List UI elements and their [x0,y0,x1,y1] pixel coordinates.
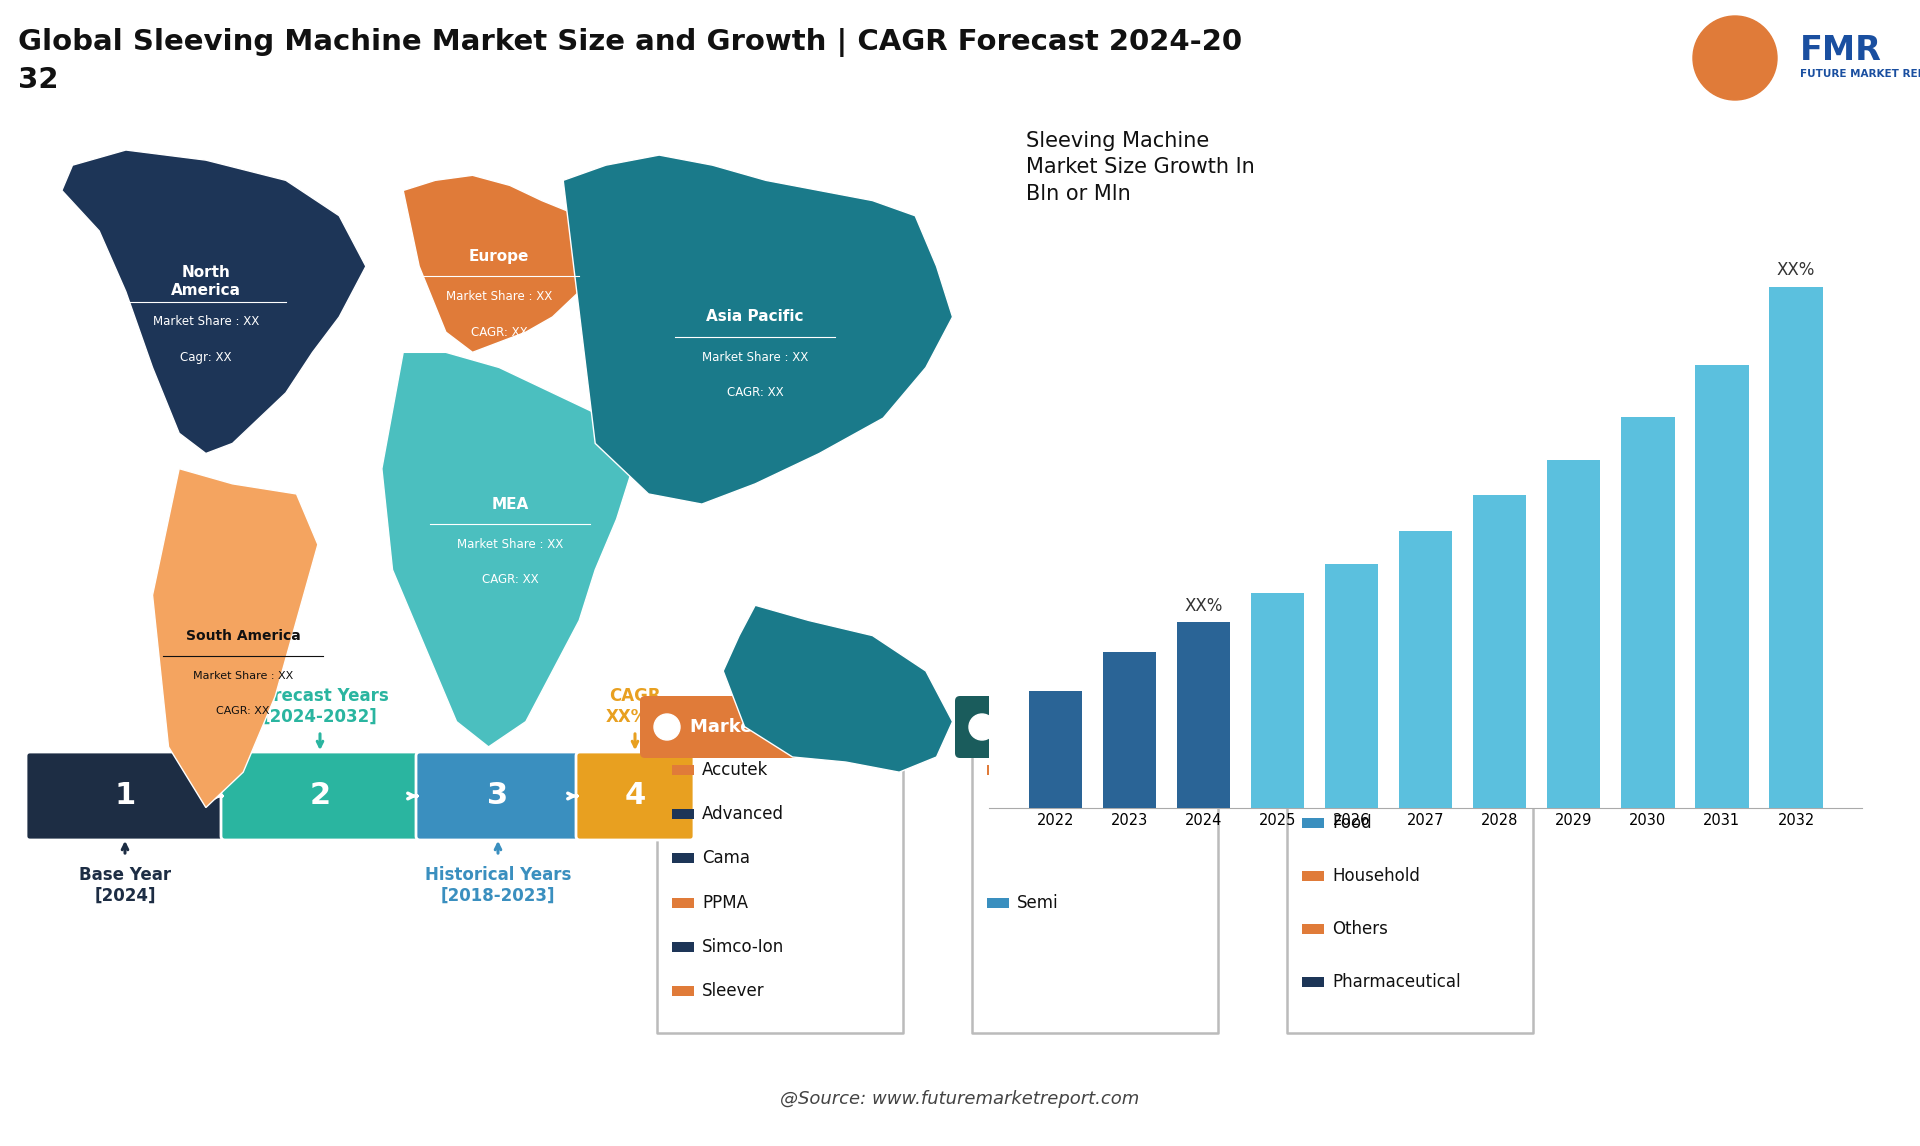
Text: Base Year
[2024]: Base Year [2024] [79,866,171,905]
Text: Market Share : XX: Market Share : XX [703,351,808,364]
Text: XX%: XX% [1185,597,1223,614]
Text: Global Sleeving Machine Market Size and Growth | CAGR Forecast 2024-20: Global Sleeving Machine Market Size and … [17,28,1242,57]
Polygon shape [724,605,952,772]
Text: Sleever: Sleever [703,982,764,999]
Text: CAGR: XX: CAGR: XX [728,386,783,399]
Circle shape [1693,16,1778,100]
Text: Market players: Market players [689,719,841,736]
Text: 1: 1 [115,782,136,810]
Text: CAGR: XX: CAGR: XX [482,573,538,587]
FancyBboxPatch shape [954,696,1235,758]
Text: Sleeving Machine
Market Size Growth In
Bln or Mln: Sleeving Machine Market Size Growth In B… [1025,131,1254,204]
Text: Market Share : XX: Market Share : XX [154,315,259,329]
Text: Europe: Europe [468,249,530,264]
Bar [1620,417,1674,808]
Bar [1302,871,1325,881]
Bar [987,897,1010,908]
Text: Market Share : XX: Market Share : XX [445,290,553,304]
Polygon shape [152,469,319,808]
Circle shape [655,714,680,740]
Text: Food: Food [1332,814,1371,832]
Text: South America: South America [186,629,301,643]
FancyBboxPatch shape [27,752,225,840]
Bar [672,854,693,863]
Text: Market Share : XX: Market Share : XX [194,672,294,681]
Text: XX%: XX% [1776,261,1814,280]
Text: Semi: Semi [1018,894,1058,911]
Text: Asia Pacific: Asia Pacific [707,309,804,324]
Bar [1325,564,1379,808]
Polygon shape [563,155,952,504]
Bar [1302,924,1325,934]
Bar [1770,286,1822,808]
Text: CAGR
XX%%: CAGR XX%% [605,688,664,727]
FancyBboxPatch shape [417,752,580,840]
Bar [1302,818,1325,829]
Text: 3: 3 [488,782,509,810]
Text: Pharmaceutical: Pharmaceutical [1332,973,1461,991]
Bar [672,897,693,908]
Text: Others: Others [1332,920,1388,937]
Text: Cagr: XX: Cagr: XX [180,351,232,364]
Circle shape [970,714,995,740]
Polygon shape [382,352,632,747]
Text: 32: 32 [17,66,58,94]
Bar [1102,652,1156,808]
Text: CAGR: XX: CAGR: XX [217,706,271,716]
FancyBboxPatch shape [639,696,920,758]
Text: North
America: North America [171,266,240,298]
Text: Household: Household [1332,868,1421,885]
Bar [672,809,693,819]
Text: @Source: www.futuremarketreport.com: @Source: www.futuremarketreport.com [780,1090,1140,1108]
Bar [1302,766,1325,775]
Bar [672,986,693,996]
Text: By application: By application [1321,719,1463,736]
Bar [1177,622,1231,808]
Bar [672,766,693,775]
Bar [1400,532,1452,808]
Polygon shape [61,150,367,454]
Text: Historical Years
[2018-2023]: Historical Years [2018-2023] [424,866,570,905]
Bar [1302,978,1325,987]
Bar [1473,495,1526,808]
FancyBboxPatch shape [221,752,419,840]
Bar [672,942,693,951]
Text: PPMA: PPMA [703,894,749,911]
Text: FMR: FMR [1801,34,1882,68]
Bar [1029,691,1081,808]
Text: CAGR: XX: CAGR: XX [470,325,528,338]
Text: Advanced: Advanced [703,806,783,823]
Bar [1250,594,1304,808]
Text: Auto: Auto [1018,761,1056,779]
FancyBboxPatch shape [576,752,693,840]
FancyBboxPatch shape [1269,696,1549,758]
Text: Accutek: Accutek [703,761,768,779]
Text: Market Share : XX: Market Share : XX [457,539,563,551]
Text: Cama: Cama [703,849,751,868]
Text: MEA: MEA [492,496,528,511]
Text: Simco-Ion: Simco-Ion [703,937,783,956]
Bar [1548,460,1601,808]
Text: 2: 2 [309,782,330,810]
Bar [987,766,1010,775]
Text: Forecast Years
[2024-2032]: Forecast Years [2024-2032] [252,688,390,727]
Text: Cosmetics: Cosmetics [1332,761,1417,779]
Polygon shape [403,175,595,352]
Bar [1695,366,1749,808]
Text: By type: By type [1004,719,1083,736]
Circle shape [1284,714,1309,740]
Text: 4: 4 [624,782,645,810]
Text: FUTURE MARKET REPORT: FUTURE MARKET REPORT [1801,69,1920,79]
